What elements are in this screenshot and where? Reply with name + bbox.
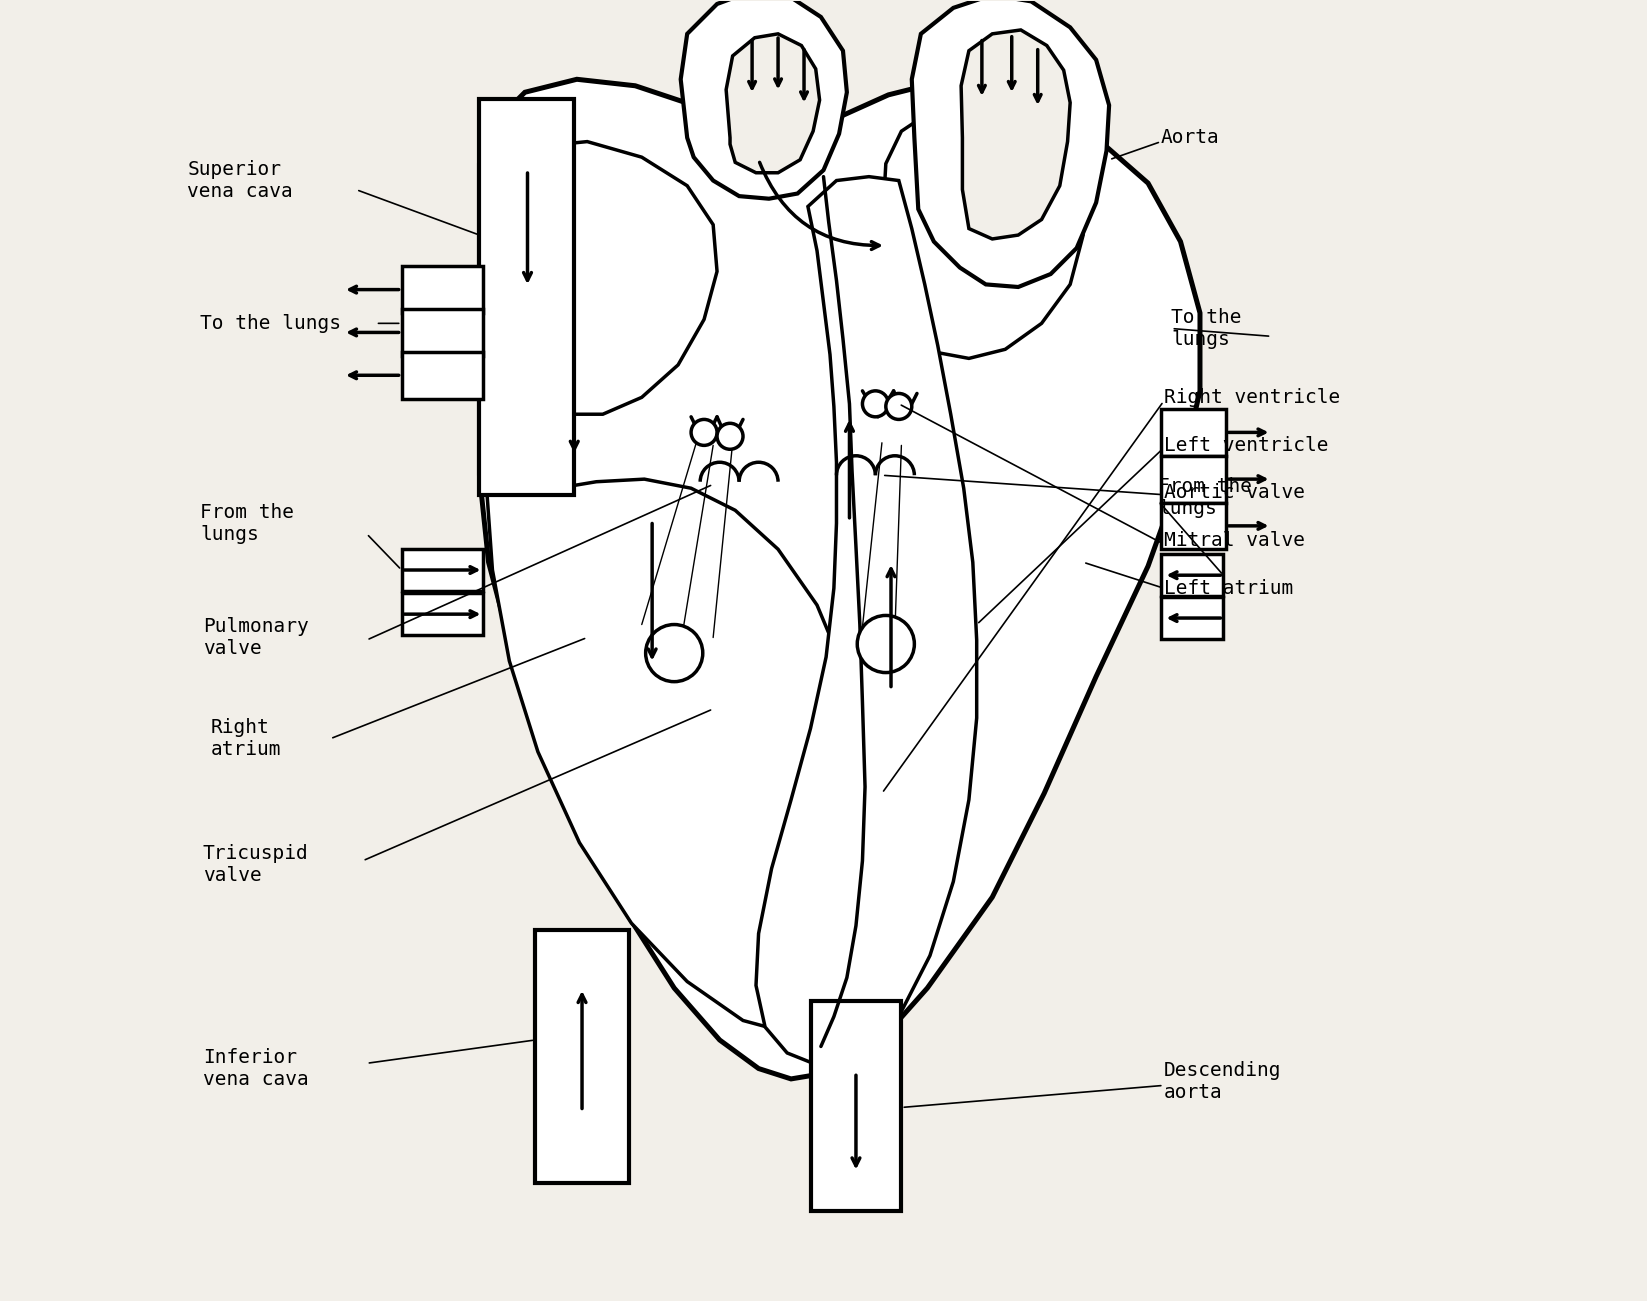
Text: Pulmonary
valve: Pulmonary valve — [203, 617, 308, 658]
Text: To the lungs: To the lungs — [201, 314, 341, 333]
Text: Left atrium: Left atrium — [1164, 579, 1293, 597]
Circle shape — [856, 615, 914, 673]
Polygon shape — [810, 1000, 901, 1211]
Circle shape — [716, 423, 743, 449]
Text: Aorta: Aorta — [1161, 129, 1220, 147]
Polygon shape — [1161, 455, 1225, 502]
Text: Right
atrium: Right atrium — [211, 718, 282, 760]
Circle shape — [646, 624, 703, 682]
FancyArrowPatch shape — [759, 163, 879, 250]
Polygon shape — [912, 0, 1108, 288]
Polygon shape — [726, 34, 820, 173]
Text: From the
lungs: From the lungs — [1158, 476, 1252, 518]
Polygon shape — [756, 177, 977, 1063]
Text: Left ventricle: Left ventricle — [1164, 436, 1327, 455]
Text: To the
lungs: To the lungs — [1171, 308, 1242, 349]
Circle shape — [863, 390, 888, 416]
Polygon shape — [402, 549, 483, 591]
Text: Descending
aorta: Descending aorta — [1164, 1062, 1281, 1102]
Polygon shape — [402, 310, 483, 355]
Text: From the
lungs: From the lungs — [201, 502, 295, 544]
Polygon shape — [1161, 409, 1225, 455]
Circle shape — [692, 419, 716, 445]
Text: Mitral valve: Mitral valve — [1164, 531, 1304, 549]
Text: Right ventricle: Right ventricle — [1164, 388, 1341, 407]
Polygon shape — [1161, 502, 1225, 549]
Polygon shape — [483, 142, 716, 414]
Polygon shape — [1161, 597, 1224, 639]
Polygon shape — [402, 351, 483, 398]
Polygon shape — [535, 930, 629, 1183]
Text: Tricuspid
valve: Tricuspid valve — [203, 844, 308, 885]
Circle shape — [886, 393, 912, 419]
Polygon shape — [402, 267, 483, 314]
Polygon shape — [402, 593, 483, 635]
Polygon shape — [479, 99, 575, 494]
Polygon shape — [680, 0, 847, 199]
Polygon shape — [881, 99, 1084, 358]
Text: Superior
vena cava: Superior vena cava — [188, 160, 293, 202]
Polygon shape — [1161, 554, 1224, 596]
Text: Inferior
vena cava: Inferior vena cava — [203, 1049, 308, 1089]
Polygon shape — [486, 311, 881, 1033]
Polygon shape — [479, 79, 1201, 1079]
Polygon shape — [962, 30, 1071, 239]
Text: Aortic valve: Aortic valve — [1164, 483, 1304, 502]
